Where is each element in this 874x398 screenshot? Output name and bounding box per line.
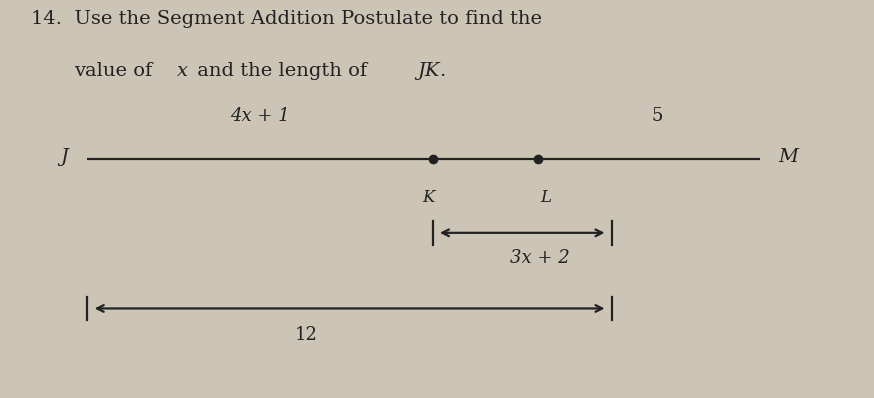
- Text: .: .: [440, 62, 446, 80]
- Text: J: J: [60, 148, 68, 166]
- Text: JK: JK: [417, 62, 440, 80]
- Text: 4x + 1: 4x + 1: [230, 107, 290, 125]
- Text: 12: 12: [295, 326, 317, 344]
- Text: x: x: [177, 62, 189, 80]
- Text: 14.  Use the Segment Addition Postulate to find the: 14. Use the Segment Addition Postulate t…: [31, 10, 542, 28]
- Text: value of: value of: [74, 62, 159, 80]
- Text: M: M: [778, 148, 798, 166]
- Text: and the length of: and the length of: [191, 62, 374, 80]
- Text: K: K: [422, 189, 434, 206]
- Text: L: L: [541, 189, 551, 206]
- Text: 3x + 2: 3x + 2: [510, 249, 570, 267]
- Text: 5: 5: [652, 107, 663, 125]
